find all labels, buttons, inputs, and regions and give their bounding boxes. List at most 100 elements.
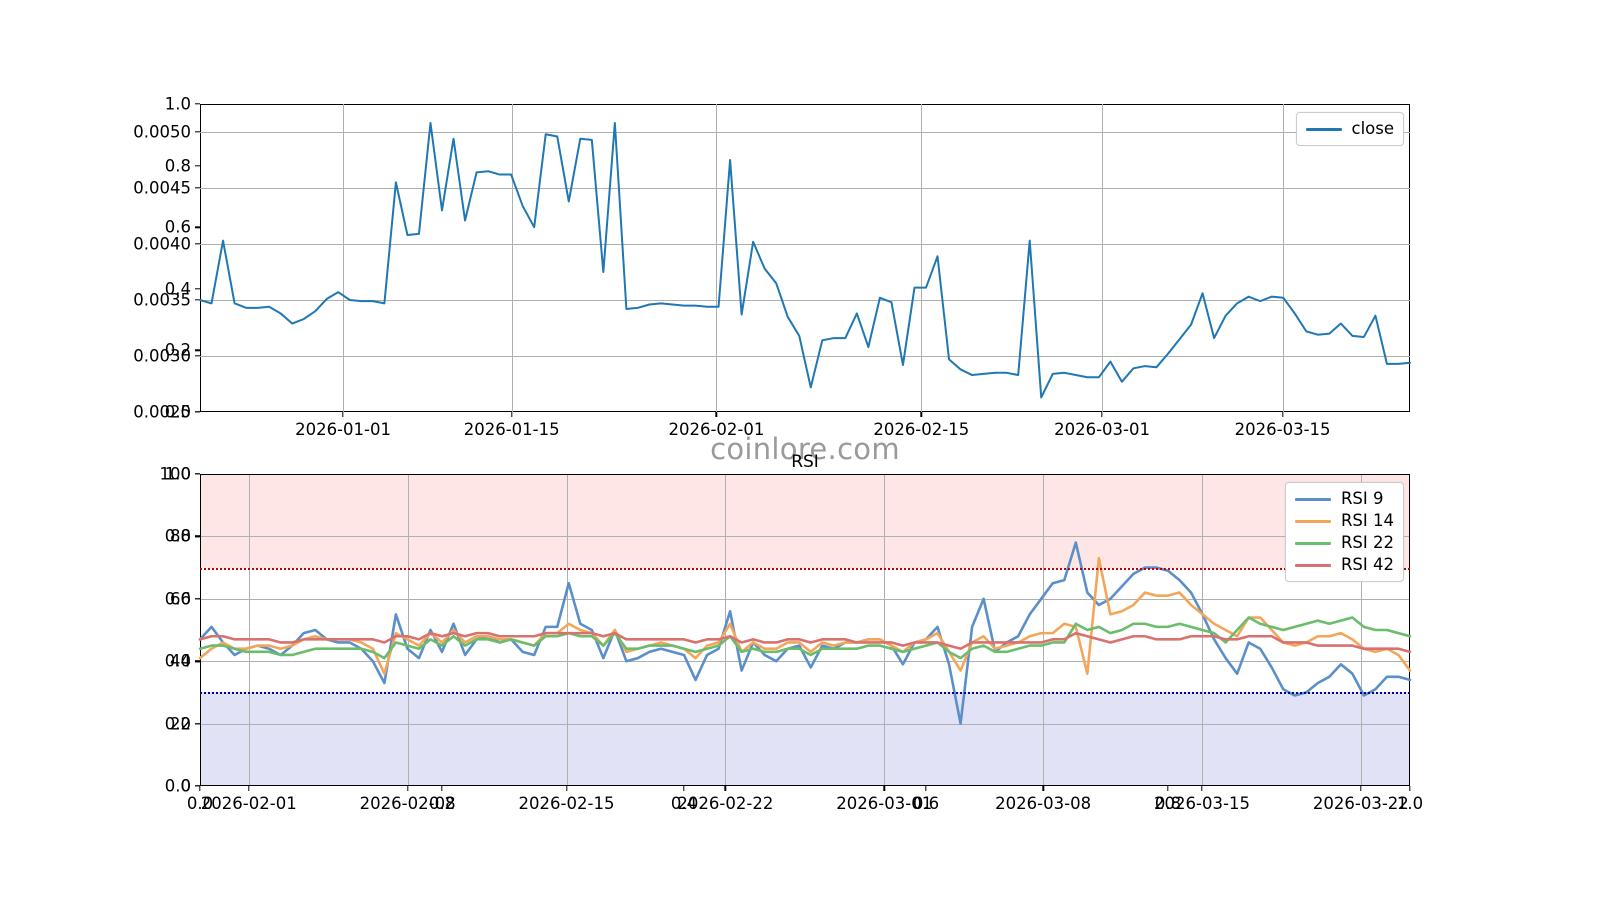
overlay-x-tick-label: 0.4 xyxy=(670,794,698,813)
x-tick-mark xyxy=(883,786,885,791)
legend-color-swatch xyxy=(1294,541,1331,545)
legend-item-1[interactable]: RSI 14 xyxy=(1294,510,1394,532)
y-tick-label: 0.0025 xyxy=(133,402,191,422)
overlay-y-tick-mark xyxy=(195,535,200,538)
gridline-vertical xyxy=(716,104,718,412)
rsi-oversold-band xyxy=(200,692,1410,786)
overlay-y-tick-mark xyxy=(195,103,200,105)
x-tick-mark xyxy=(248,786,250,791)
x-tick-label: 2026-03-01 xyxy=(836,794,933,813)
rsi-axis-top-spine xyxy=(200,474,1410,476)
legend-color-swatch xyxy=(1294,497,1331,501)
x-tick-label: 2026-02-01 xyxy=(200,794,297,813)
overlay-x-tick-label: 0.0 xyxy=(186,794,214,813)
overlay-y-tick-label: 0.2 xyxy=(164,714,191,734)
x-tick-mark xyxy=(406,786,409,791)
x-tick-label: 2026-02-15 xyxy=(873,420,970,439)
gridline-vertical xyxy=(1282,104,1284,412)
overlay-x-tick-label: 0.2 xyxy=(428,794,456,813)
x-tick-label: 2026-01-15 xyxy=(463,420,560,439)
series-line-rsi-42 xyxy=(200,633,1410,652)
x-tick-mark xyxy=(724,786,727,791)
legend-item-label: RSI 42 xyxy=(1340,554,1394,574)
y-tick-mark xyxy=(195,243,200,245)
y-tick-label: 80 xyxy=(170,526,191,546)
legend-item-label: close xyxy=(1351,118,1395,138)
overlay-y-tick-label: 0.6 xyxy=(164,589,191,609)
legend-color-swatch xyxy=(1294,519,1331,523)
rsi-chart-title: RSI xyxy=(791,452,819,472)
rsi-axis-bottom-spine xyxy=(200,784,1410,786)
gridline-horizontal xyxy=(200,300,1410,301)
overlay-y-tick-mark xyxy=(195,598,200,600)
y-tick-label: 0.0035 xyxy=(133,290,191,310)
rsi-overbought-band xyxy=(200,474,1410,568)
y-tick-label: 0.0030 xyxy=(133,346,191,366)
overlay-x-tick-label: 0.6 xyxy=(912,794,940,813)
legend-item-3[interactable]: RSI 42 xyxy=(1294,554,1394,576)
overlay-x-tick-mark xyxy=(683,786,685,791)
gridline-horizontal xyxy=(200,661,1410,663)
overlay-y-tick-label: 0.2 xyxy=(164,340,191,360)
y-tick-mark xyxy=(195,131,200,133)
y-tick-mark xyxy=(195,299,200,301)
legend-item-0[interactable]: close xyxy=(1305,118,1395,140)
legend-item-label: RSI 14 xyxy=(1340,510,1394,530)
legend-color-swatch xyxy=(1305,127,1342,131)
overlay-y-tick-mark xyxy=(195,473,200,475)
rsi-oversold-threshold-line xyxy=(200,692,1410,695)
overlay-y-tick-label: 0.4 xyxy=(164,279,191,299)
gridline-vertical xyxy=(1360,474,1362,786)
gridline-horizontal xyxy=(200,536,1410,538)
x-tick-label: 2026-03-15 xyxy=(1154,794,1250,813)
gridline-vertical xyxy=(1043,474,1045,786)
y-tick-label: 0.0045 xyxy=(133,178,191,198)
price-chart-legend[interactable]: close xyxy=(1295,112,1404,146)
legend-item-2[interactable]: RSI 22 xyxy=(1294,532,1394,554)
gridline-horizontal xyxy=(200,356,1410,357)
gridline-vertical xyxy=(566,474,568,786)
y-tick-label: 20 xyxy=(170,714,191,734)
overlay-x-tick-mark xyxy=(1167,786,1169,791)
y-tick-label: 60 xyxy=(170,589,191,609)
overlay-x-tick-mark xyxy=(1409,786,1411,791)
x-tick-mark xyxy=(715,412,718,417)
overlay-x-tick-label: 1.0 xyxy=(1396,794,1424,813)
overlay-y-tick-label: 1.0 xyxy=(164,94,191,114)
overlay-y-tick-label: 0.0 xyxy=(164,776,191,796)
y-tick-label: 0.0040 xyxy=(133,234,191,254)
overlay-y-tick-mark xyxy=(195,288,200,290)
x-tick-label: 2026-02-15 xyxy=(518,794,615,813)
y-tick-mark xyxy=(195,187,200,189)
overlay-y-tick-label: 0.6 xyxy=(164,217,191,237)
y-tick-label: 0.0050 xyxy=(133,122,191,142)
y-tick-mark xyxy=(195,355,200,357)
overlay-x-tick-mark xyxy=(199,786,201,791)
x-tick-mark xyxy=(1201,786,1203,791)
series-line-rsi-9 xyxy=(200,543,1410,724)
overlay-y-tick-label: 0.0 xyxy=(164,402,191,422)
price-axis-right-spine xyxy=(1408,104,1410,412)
x-tick-mark xyxy=(920,412,922,417)
y-tick-label: 40 xyxy=(170,651,191,671)
overlay-y-tick-mark xyxy=(195,785,200,787)
overlay-y-tick-label: 0.8 xyxy=(164,526,191,546)
legend-item-0[interactable]: RSI 9 xyxy=(1294,488,1394,510)
x-tick-mark xyxy=(1360,786,1362,791)
overlay-y-tick-mark xyxy=(195,660,200,662)
x-tick-label: 2026-03-22 xyxy=(1312,794,1409,813)
price-axis-left-spine xyxy=(200,104,202,412)
rsi-axis-left-spine xyxy=(200,474,202,786)
overlay-y-tick-mark xyxy=(195,349,200,352)
gridline-horizontal xyxy=(200,132,1410,133)
y-tick-label: 100 xyxy=(159,464,192,484)
overlay-x-tick-label: 0.8 xyxy=(1154,794,1182,813)
overlay-y-tick-label: 0.4 xyxy=(164,651,191,671)
x-tick-mark xyxy=(565,786,568,791)
rsi-chart-axes: 0 20 40 60 80 100 0.0 0.2 0.4 0.6 0.8 1.0 2026-02-… xyxy=(160,465,1424,814)
x-tick-mark xyxy=(1101,412,1103,417)
rsi-chart-legend[interactable]: RSI 9 RSI 14 RSI 22 RSI 42 xyxy=(1284,482,1404,582)
x-tick-label: 2026-03-08 xyxy=(995,794,1092,813)
legend-item-label: RSI 22 xyxy=(1340,532,1394,552)
